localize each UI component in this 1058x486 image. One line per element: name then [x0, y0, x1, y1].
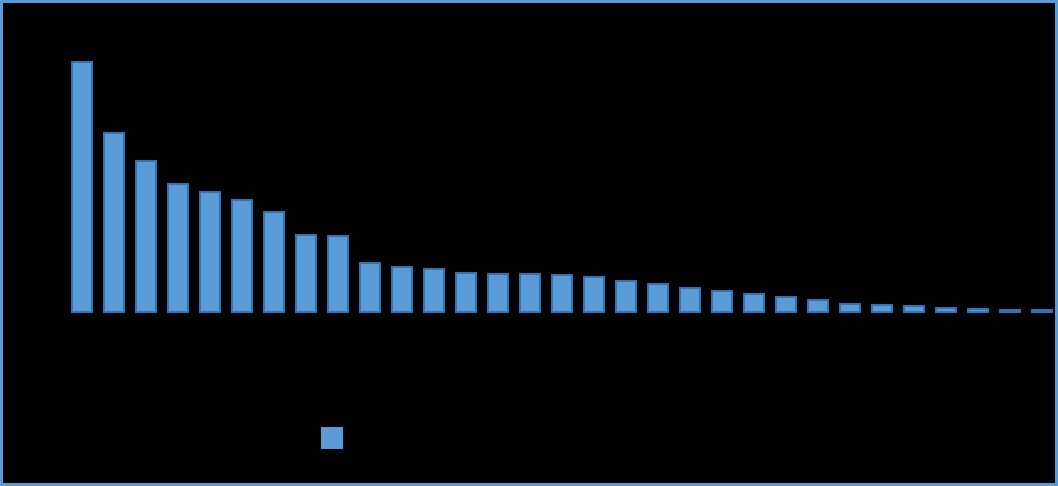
bar	[199, 191, 221, 313]
bar	[999, 309, 1021, 313]
bar	[903, 305, 925, 313]
bar	[679, 287, 701, 313]
bar	[455, 272, 477, 313]
bar	[839, 303, 861, 313]
bar	[967, 308, 989, 313]
bar	[615, 280, 637, 313]
bar	[711, 290, 733, 313]
legend-color-swatch-icon	[321, 427, 343, 449]
bar	[583, 276, 605, 313]
bar	[263, 211, 285, 313]
bar	[135, 160, 157, 313]
bar	[103, 132, 125, 313]
bar	[807, 299, 829, 313]
bar	[231, 199, 253, 313]
bar	[391, 266, 413, 313]
chart-legend	[321, 427, 351, 449]
bar	[775, 296, 797, 313]
bar	[1031, 309, 1053, 313]
bar	[167, 183, 189, 313]
bar	[71, 61, 93, 313]
bar	[647, 283, 669, 313]
bar	[327, 235, 349, 313]
bar	[551, 274, 573, 313]
bar	[359, 262, 381, 313]
bar	[935, 307, 957, 313]
bar	[487, 273, 509, 313]
bar	[519, 273, 541, 313]
bar	[743, 293, 765, 313]
bar	[423, 268, 445, 313]
bar	[871, 304, 893, 313]
plot-area	[3, 3, 1055, 483]
bar	[295, 234, 317, 313]
